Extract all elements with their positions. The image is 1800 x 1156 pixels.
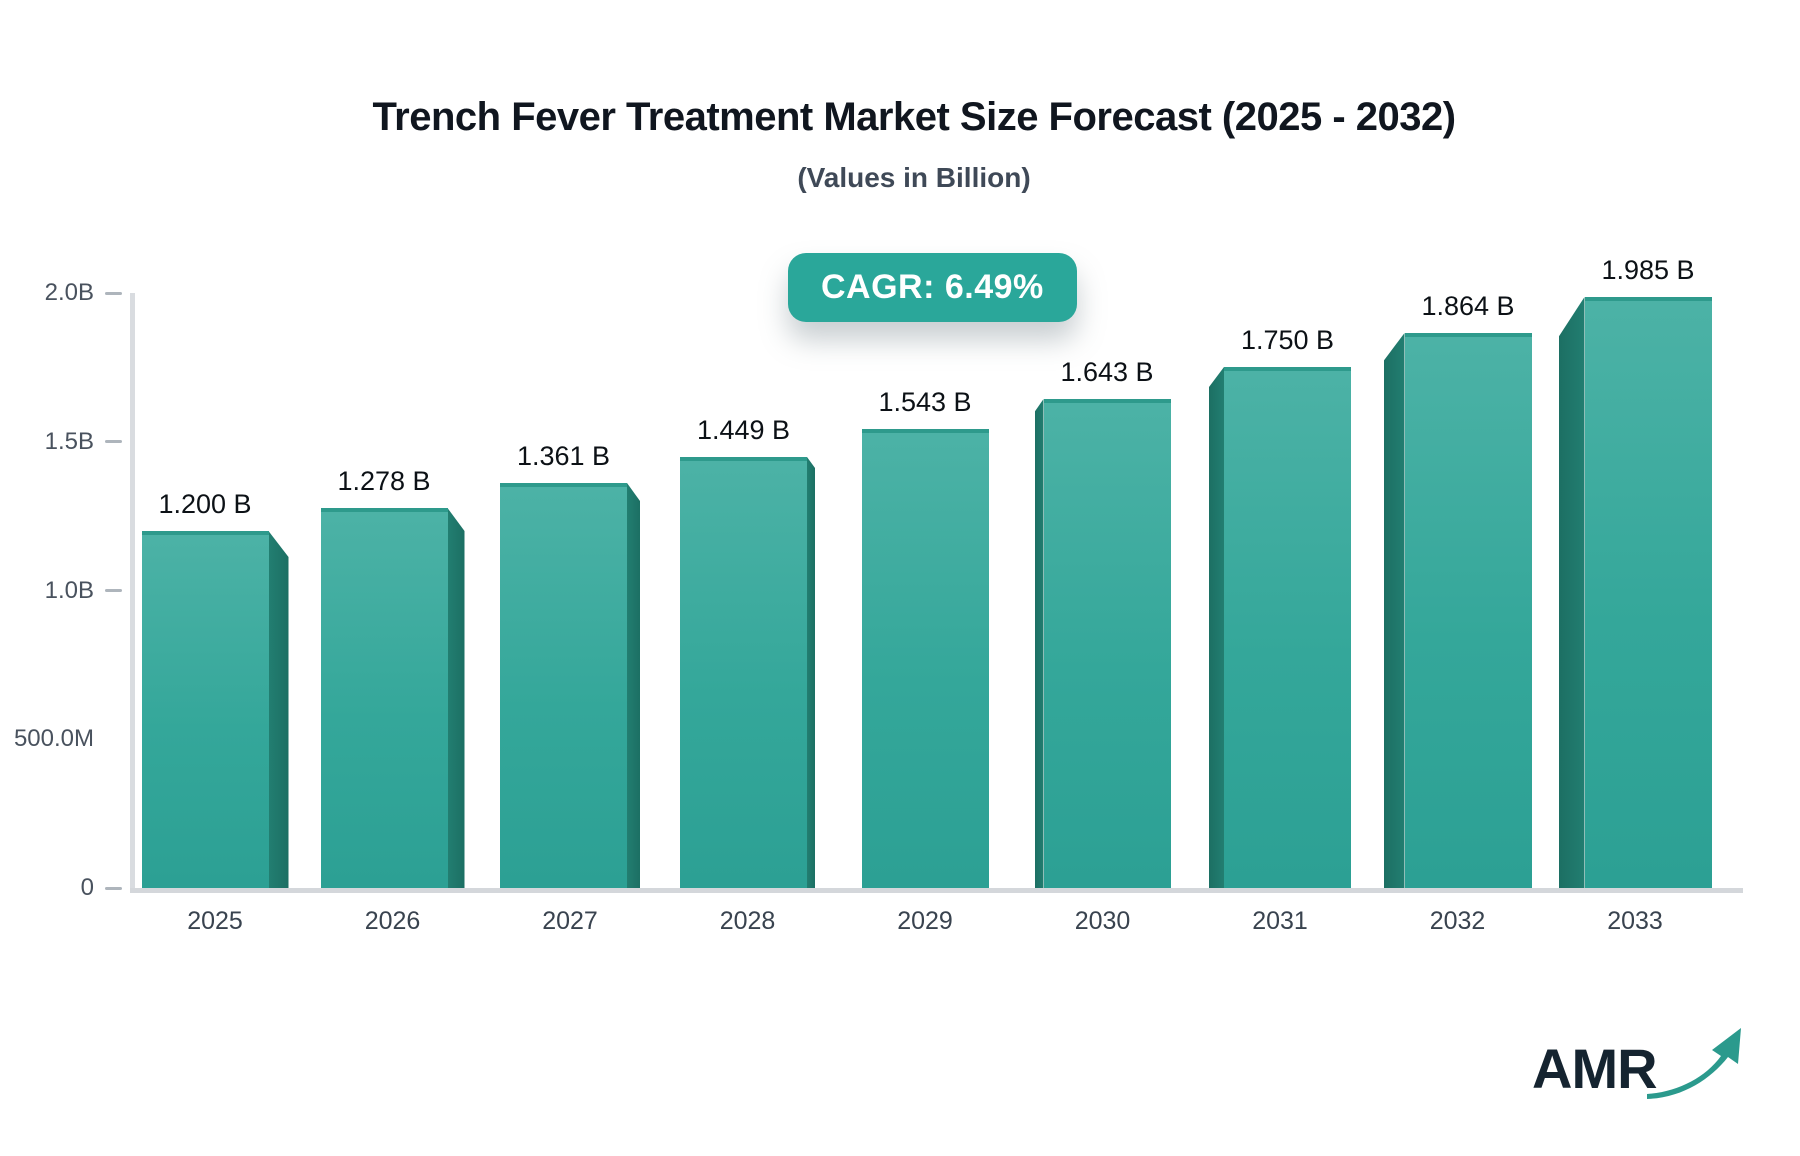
bar-face (680, 457, 807, 888)
bar-slot: 1.361 B (495, 441, 645, 888)
chart-subtitle: (Values in Billion) (797, 162, 1031, 193)
x-tick-label: 2025 (187, 907, 243, 935)
y-axis-line (130, 293, 135, 891)
x-tick-label: 2029 (897, 907, 953, 935)
bar-slot: 1.449 B (673, 415, 823, 888)
x-tick-label: 2027 (542, 907, 598, 935)
bar-side-shadow (1558, 297, 1585, 888)
bar-slot: 1.200 B (140, 489, 290, 888)
bar-value-label: 1.985 B (1601, 255, 1695, 285)
bar-2029: 1.543 B (861, 387, 989, 888)
bar-side-shadow (1034, 399, 1044, 888)
x-tick-label: 2033 (1607, 907, 1663, 935)
y-tick: 1.5B (0, 427, 122, 455)
bar-2030: 1.643 B (1034, 357, 1171, 888)
x-tick-label: 2028 (719, 907, 776, 935)
y-tick-label: 1.5B (44, 427, 94, 455)
bar-slot: 1.750 B (1205, 325, 1355, 888)
y-tick: 2.0B (0, 279, 122, 306)
bar-2025: 1.200 B (141, 489, 289, 888)
bar-face (1043, 399, 1171, 888)
bar-side-shadow (1209, 367, 1224, 888)
bar-2026: 1.278 B (320, 466, 465, 888)
y-tick-label: 2.0B (44, 279, 94, 306)
bar-face (500, 483, 627, 888)
x-tick-label: 2032 (1429, 907, 1486, 935)
bar-side-shadow (627, 483, 640, 888)
y-tick-dash (105, 589, 122, 592)
bar-2028: 1.449 B (680, 415, 815, 888)
y-tick-label: 0 (80, 874, 94, 901)
bar-face (861, 429, 989, 888)
y-tick-label: 1.0B (44, 576, 94, 604)
bar-2032: 1.864 B (1383, 291, 1532, 888)
x-tick-label: 2031 (1252, 907, 1308, 935)
bar-face (141, 531, 269, 888)
bar-slot: 1.643 B (1028, 357, 1178, 888)
bar-slot: 1.985 B (1558, 255, 1712, 888)
bar-slot: 1.543 B (850, 387, 1000, 888)
bars-row: 1.200 B 1.278 B 1.361 B 1.449 B 1.543 B 1.643… (140, 255, 1712, 888)
x-axis-line (130, 888, 1743, 893)
x-axis-labels: 2025 2026 2027 2028 2029 2030 2031 2032 2033 (140, 907, 1710, 936)
amr-logo: AMR (1532, 1028, 1747, 1104)
bar-2031: 1.750 B (1209, 325, 1351, 888)
bar-value-label: 1.864 B (1421, 291, 1515, 321)
bar-2033: 1.985 B (1558, 255, 1712, 888)
x-tick-label: 2030 (1074, 907, 1131, 935)
chart-title: Trench Fever Treatment Market Size Forec… (372, 95, 1456, 139)
bar-side-shadow (1383, 333, 1405, 888)
bar-value-label: 1.643 B (1060, 357, 1154, 387)
bar-value-label: 1.543 B (878, 387, 972, 417)
y-tick: 0 (0, 874, 122, 901)
y-tick: 500.0M (0, 725, 122, 753)
bar-side-shadow (268, 531, 289, 888)
bar-value-label: 1.449 B (696, 415, 791, 445)
bar-value-label: 1.750 B (1240, 325, 1335, 355)
cagr-badge: CAGR: 6.49% (788, 253, 1077, 322)
y-tick: 1.0B (0, 576, 122, 604)
trend-up-arrow-icon (1646, 1028, 1741, 1099)
bar-slot: 1.864 B (1383, 291, 1533, 888)
bar-face (1584, 297, 1712, 888)
y-tick-dash (105, 291, 122, 295)
x-tick-label: 2026 (364, 907, 421, 935)
bar-value-label: 1.200 B (158, 489, 252, 519)
bar-face (320, 508, 448, 888)
amr-logo-text: AMR (1532, 1036, 1658, 1100)
y-tick-dash (105, 886, 122, 890)
y-tick-dash (105, 440, 122, 444)
y-axis: 2.0B 1.5B 1.0B 500.0M 0 (0, 279, 122, 901)
bar-face (1404, 333, 1532, 888)
y-tick-label: 500.0M (13, 725, 94, 753)
bar-face (1224, 367, 1351, 888)
bar-value-label: 1.361 B (516, 441, 611, 471)
bar-side-shadow (447, 508, 465, 888)
bar-side-shadow (807, 457, 815, 888)
bar-value-label: 1.278 B (337, 466, 431, 496)
plot-area: 2.0B 1.5B 1.0B 500.0M 0 1.200 B 1.278 B 1.361 … (14, 255, 1743, 935)
bar-slot: 1.278 B (318, 466, 468, 888)
bar-2027: 1.361 B (500, 441, 640, 888)
